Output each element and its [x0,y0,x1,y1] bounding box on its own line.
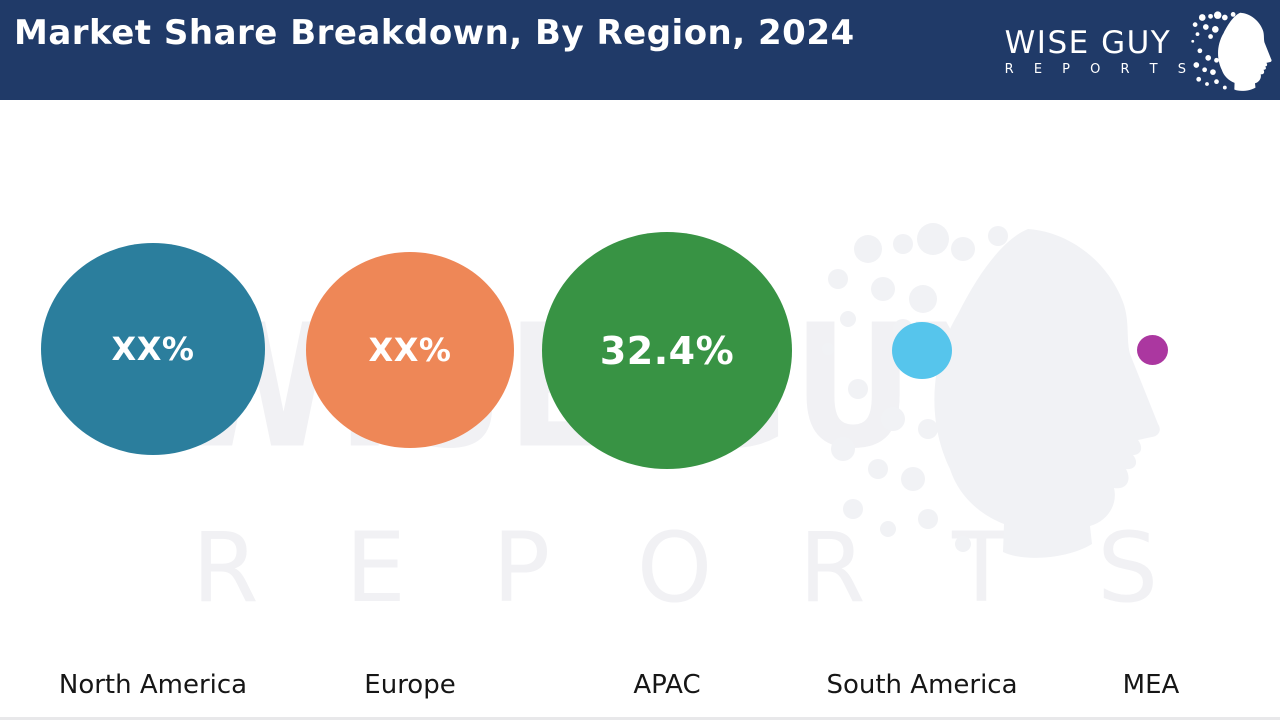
category-label-europe: Europe [364,670,456,700]
category-label-mea: MEA [1122,670,1180,700]
watermark-text-line2: R E P O R T S [192,512,1187,624]
bottom-axis-line [0,717,1280,720]
brand-head-icon [1191,11,1272,91]
brand-name: WISE GUY [1004,24,1172,61]
bubble-value-label: XX% [368,331,452,369]
bubble-value-label: 32.4% [599,328,735,373]
bubble-value-label: XX% [111,330,195,368]
bubble-mea [1137,335,1168,365]
bubble-europe: XX% [306,252,514,448]
bubble-south-america [892,322,952,379]
category-label-apac: APAC [633,670,701,700]
brand-logo-text: WISE GUY R E P O R T S [1005,26,1194,77]
watermark-head-icon [822,223,1160,558]
category-label-north-america: North America [58,670,248,700]
category-label-south-america: South America [826,670,1018,700]
brand-subtitle: R E P O R T S [1004,61,1194,77]
bubble-north-america: XX% [41,243,265,455]
brand-logo: WISE GUY R E P O R T S [1005,4,1274,98]
header-bar: Market Share Breakdown, By Region, 2024 … [0,0,1280,100]
page-title: Market Share Breakdown, By Region, 2024 [14,13,855,53]
bubble-apac: 32.4% [542,232,792,469]
